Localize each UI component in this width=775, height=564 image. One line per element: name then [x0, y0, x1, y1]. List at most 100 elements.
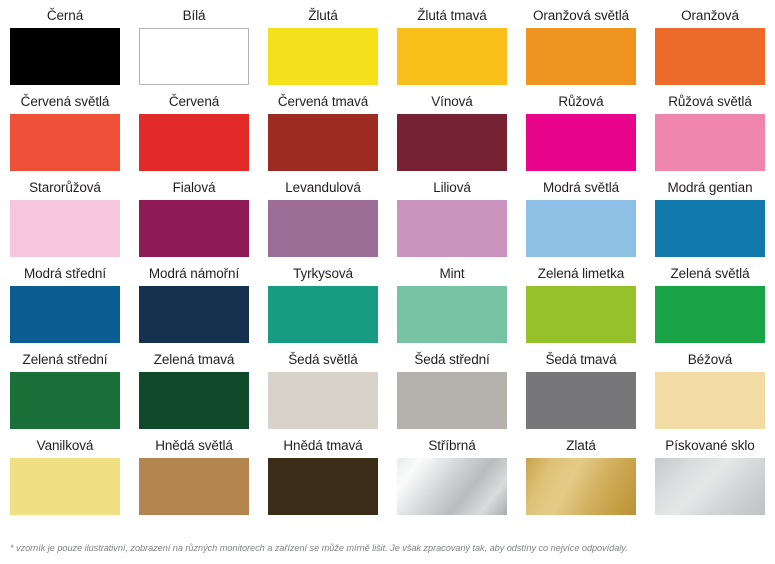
swatch-cell[interactable]: Šedá tmavá: [526, 348, 636, 434]
swatch-color-chip[interactable]: [10, 372, 120, 429]
swatch-cell[interactable]: Stříbrná: [397, 434, 507, 520]
swatch-label: Růžová světlá: [668, 94, 752, 109]
swatch-label: Zlatá: [566, 438, 596, 453]
swatch-color-chip[interactable]: [526, 458, 636, 515]
swatch-color-chip[interactable]: [268, 372, 378, 429]
swatch-label: Černá: [46, 8, 84, 23]
swatch-label: Modrá gentian: [667, 180, 753, 195]
swatch-cell[interactable]: Šedá střední: [397, 348, 507, 434]
swatch-label: Zelená střední: [22, 352, 108, 367]
swatch-color-chip[interactable]: [139, 28, 249, 85]
swatch-cell[interactable]: Oranžová světlá: [526, 4, 636, 90]
swatch-cell[interactable]: Modrá námořní: [139, 262, 249, 348]
swatch-color-chip[interactable]: [139, 114, 249, 171]
swatch-color-chip[interactable]: [655, 200, 765, 257]
swatch-color-chip[interactable]: [526, 200, 636, 257]
swatch-label: Pískované sklo: [665, 438, 755, 453]
swatch-label: Zelená tmavá: [153, 352, 235, 367]
swatch-cell[interactable]: Modrá světlá: [526, 176, 636, 262]
swatch-color-chip[interactable]: [139, 458, 249, 515]
swatch-cell[interactable]: Hnědá světlá: [139, 434, 249, 520]
swatch-cell[interactable]: Béžová: [655, 348, 765, 434]
swatch-color-chip[interactable]: [268, 28, 378, 85]
swatch-label: Růžová: [558, 94, 604, 109]
swatch-color-chip[interactable]: [268, 114, 378, 171]
swatch-color-chip[interactable]: [10, 114, 120, 171]
swatch-label: Liliová: [433, 180, 471, 195]
swatch-label: Červená světlá: [20, 94, 110, 109]
swatch-cell[interactable]: Zelená světlá: [655, 262, 765, 348]
swatch-cell[interactable]: Zelená tmavá: [139, 348, 249, 434]
swatch-color-chip[interactable]: [526, 114, 636, 171]
swatch-cell[interactable]: Černá: [10, 4, 120, 90]
swatch-cell[interactable]: Červená tmavá: [268, 90, 378, 176]
swatch-cell[interactable]: Růžová světlá: [655, 90, 765, 176]
swatch-cell[interactable]: Červená světlá: [10, 90, 120, 176]
swatch-cell[interactable]: Modrá gentian: [655, 176, 765, 262]
swatch-color-chip[interactable]: [655, 286, 765, 343]
swatch-color-chip[interactable]: [268, 200, 378, 257]
swatch-color-chip[interactable]: [397, 28, 507, 85]
swatch-cell[interactable]: Mint: [397, 262, 507, 348]
swatch-cell[interactable]: Šedá světlá: [268, 348, 378, 434]
swatch-label: Vínová: [431, 94, 473, 109]
swatch-color-chip[interactable]: [139, 200, 249, 257]
swatch-color-chip[interactable]: [397, 372, 507, 429]
swatch-label: Žlutá tmavá: [417, 8, 487, 23]
footnote-disclaimer: * vzorník je pouze ilustrativní, zobraze…: [10, 543, 628, 553]
swatch-color-chip[interactable]: [10, 200, 120, 257]
swatch-color-chip[interactable]: [397, 458, 507, 515]
swatch-label: Zelená světlá: [670, 266, 750, 281]
swatch-color-chip[interactable]: [655, 458, 765, 515]
swatch-label: Červená: [168, 94, 220, 109]
swatch-cell[interactable]: Bílá: [139, 4, 249, 90]
swatch-label: Zelená limetka: [537, 266, 625, 281]
swatch-label: Oranžová: [681, 8, 739, 23]
swatch-color-chip[interactable]: [655, 28, 765, 85]
swatch-label: Hnědá tmavá: [283, 438, 363, 453]
swatch-color-chip[interactable]: [526, 286, 636, 343]
swatch-label: Šedá světlá: [288, 352, 358, 367]
swatch-cell[interactable]: Tyrkysová: [268, 262, 378, 348]
swatch-cell[interactable]: Zlatá: [526, 434, 636, 520]
swatch-label: Modrá světlá: [542, 180, 620, 195]
swatch-cell[interactable]: Růžová: [526, 90, 636, 176]
swatch-color-chip[interactable]: [397, 114, 507, 171]
swatch-cell[interactable]: Zelená střední: [10, 348, 120, 434]
swatch-cell[interactable]: Modrá střední: [10, 262, 120, 348]
swatch-cell[interactable]: Vanilková: [10, 434, 120, 520]
swatch-label: Žlutá: [308, 8, 338, 23]
swatch-label: Modrá střední: [24, 266, 106, 281]
swatch-cell[interactable]: Starorůžová: [10, 176, 120, 262]
swatch-color-chip[interactable]: [139, 286, 249, 343]
swatch-label: Stříbrná: [428, 438, 476, 453]
swatch-cell[interactable]: Červená: [139, 90, 249, 176]
swatch-color-chip[interactable]: [268, 286, 378, 343]
swatch-cell[interactable]: Žlutá tmavá: [397, 4, 507, 90]
swatch-color-chip[interactable]: [397, 286, 507, 343]
swatch-cell[interactable]: Oranžová: [655, 4, 765, 90]
swatch-color-chip[interactable]: [10, 28, 120, 85]
swatch-label: Šedá střední: [414, 352, 490, 367]
swatch-color-chip[interactable]: [526, 372, 636, 429]
swatch-color-chip[interactable]: [397, 200, 507, 257]
swatch-color-chip[interactable]: [139, 372, 249, 429]
swatch-cell[interactable]: Levandulová: [268, 176, 378, 262]
swatch-cell[interactable]: Hnědá tmavá: [268, 434, 378, 520]
swatch-label: Levandulová: [285, 180, 361, 195]
swatch-cell[interactable]: Zelená limetka: [526, 262, 636, 348]
swatch-color-chip[interactable]: [10, 286, 120, 343]
swatch-color-chip[interactable]: [655, 372, 765, 429]
swatch-cell[interactable]: Pískované sklo: [655, 434, 765, 520]
swatch-cell[interactable]: Liliová: [397, 176, 507, 262]
swatch-cell[interactable]: Žlutá: [268, 4, 378, 90]
swatch-label: Červená tmavá: [277, 94, 369, 109]
swatch-color-chip[interactable]: [10, 458, 120, 515]
swatch-color-chip[interactable]: [655, 114, 765, 171]
swatch-cell[interactable]: Vínová: [397, 90, 507, 176]
swatch-color-chip[interactable]: [268, 458, 378, 515]
swatch-cell[interactable]: Fialová: [139, 176, 249, 262]
swatch-color-chip[interactable]: [526, 28, 636, 85]
swatch-label: Bílá: [182, 8, 206, 23]
